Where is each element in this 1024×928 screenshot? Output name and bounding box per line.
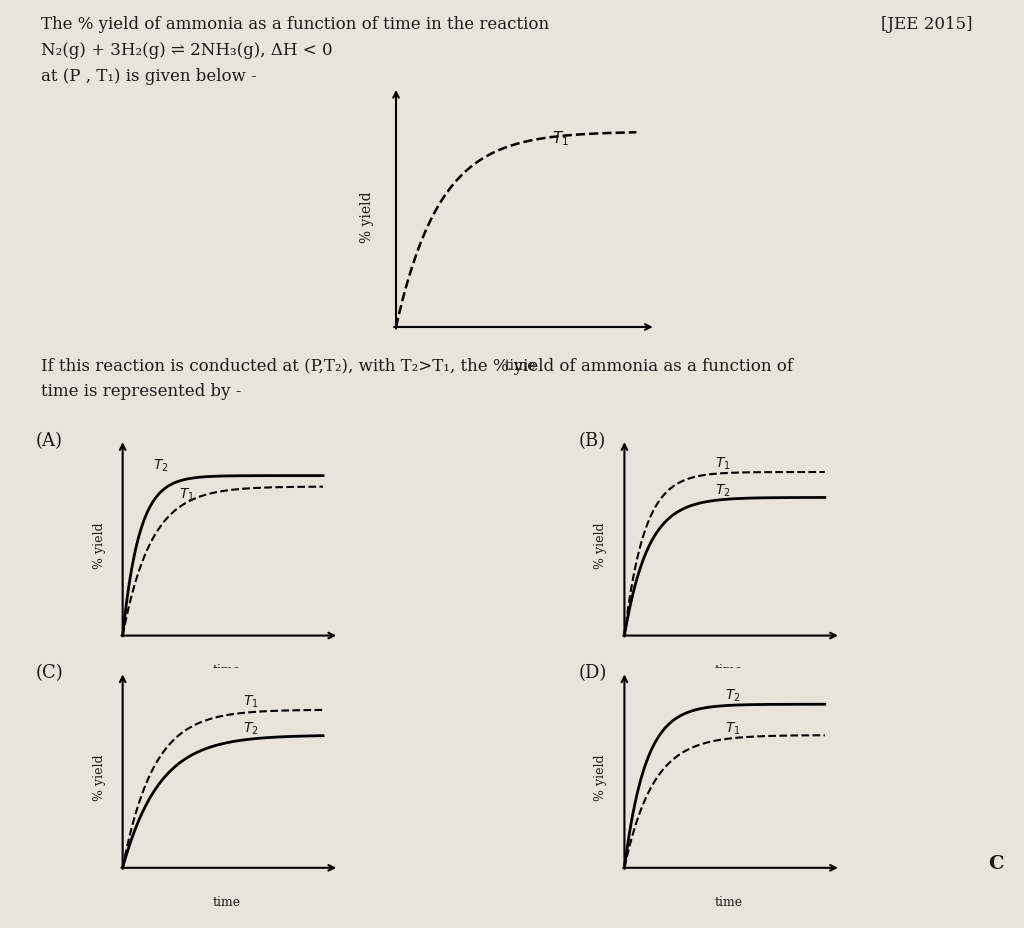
Text: time: time xyxy=(504,359,536,373)
Text: % yield: % yield xyxy=(92,522,105,568)
Text: (C): (C) xyxy=(36,664,63,681)
Text: $T_1$: $T_1$ xyxy=(179,486,195,502)
Text: C: C xyxy=(988,854,1004,871)
Text: % yield: % yield xyxy=(594,522,607,568)
Text: (A): (A) xyxy=(36,432,62,449)
Text: % yield: % yield xyxy=(92,754,105,800)
Text: The % yield of ammonia as a function of time in the reaction: The % yield of ammonia as a function of … xyxy=(41,16,549,32)
Text: time: time xyxy=(213,896,241,909)
Text: $T_2$: $T_2$ xyxy=(715,483,730,498)
Text: $T_2$: $T_2$ xyxy=(153,457,168,473)
Text: If this reaction is conducted at (P,T₂), with T₂>T₁, the % yield of ammonia as a: If this reaction is conducted at (P,T₂),… xyxy=(41,357,793,374)
Text: time: time xyxy=(213,664,241,677)
Text: N₂(g) + 3H₂(g) ⇌ 2NH₃(g), ΔH < 0: N₂(g) + 3H₂(g) ⇌ 2NH₃(g), ΔH < 0 xyxy=(41,42,333,58)
Text: $T_2$: $T_2$ xyxy=(243,720,259,736)
Text: $T_1$: $T_1$ xyxy=(715,455,730,471)
Text: time: time xyxy=(715,664,742,677)
Text: $T_1$: $T_1$ xyxy=(552,129,569,148)
Text: $T_1$: $T_1$ xyxy=(243,692,259,709)
Text: % yield: % yield xyxy=(594,754,607,800)
Text: time is represented by -: time is represented by - xyxy=(41,382,242,399)
Text: $T_2$: $T_2$ xyxy=(725,687,740,703)
Text: (D): (D) xyxy=(579,664,607,681)
Text: $T_1$: $T_1$ xyxy=(725,720,740,736)
Text: time: time xyxy=(715,896,742,909)
Text: [JEE 2015]: [JEE 2015] xyxy=(881,16,972,32)
Text: at (P , T₁) is given below -: at (P , T₁) is given below - xyxy=(41,68,257,84)
Text: % yield: % yield xyxy=(360,191,374,242)
Text: (B): (B) xyxy=(579,432,606,449)
